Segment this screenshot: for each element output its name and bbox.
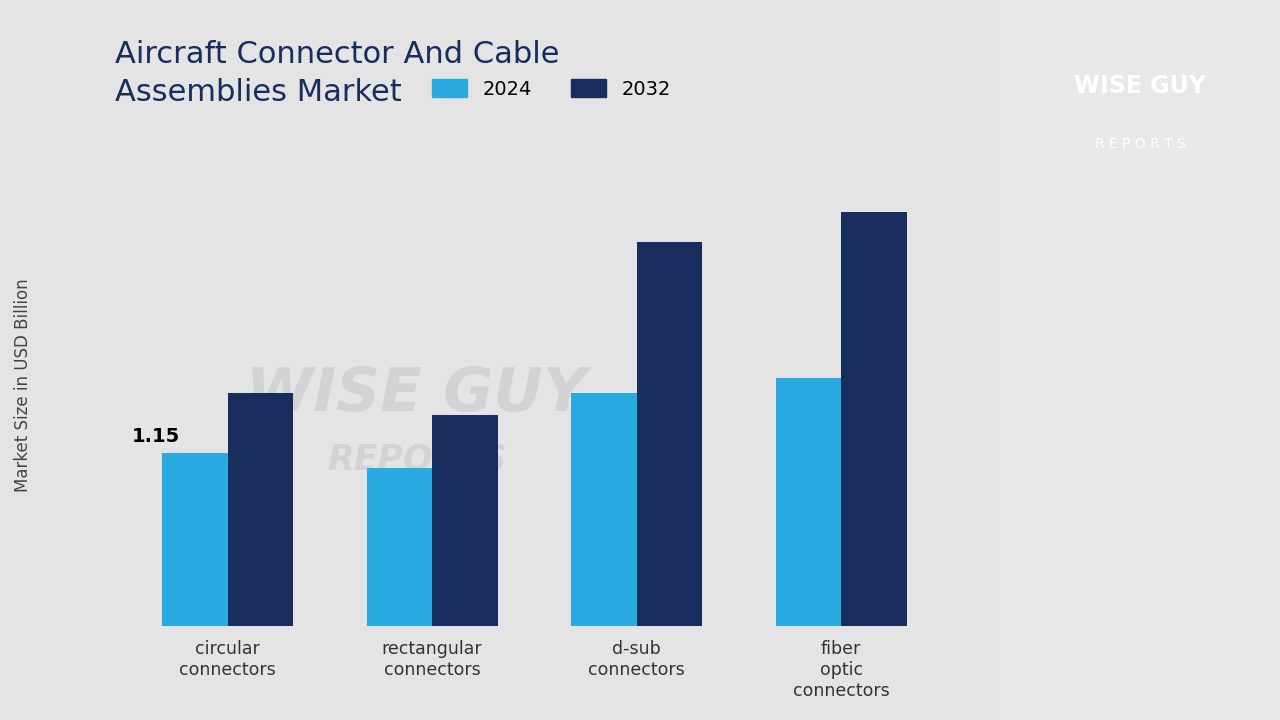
Text: REPORTS: REPORTS — [328, 443, 507, 477]
Bar — [163, 453, 228, 626]
Text: WISE GUY: WISE GUY — [247, 365, 588, 424]
Circle shape — [750, 0, 1280, 720]
Bar — [228, 392, 293, 626]
Bar — [367, 468, 433, 626]
Bar — [571, 392, 636, 626]
Text: Market Size in USD Billion: Market Size in USD Billion — [14, 279, 32, 492]
Text: 1.15: 1.15 — [132, 428, 179, 446]
Bar — [636, 242, 703, 626]
Text: Aircraft Connector And Cable
Assemblies Market: Aircraft Connector And Cable Assemblies … — [115, 40, 559, 107]
Text: WISE GUY: WISE GUY — [1074, 74, 1207, 99]
Text: R E P O R T S: R E P O R T S — [1096, 137, 1185, 151]
Legend: 2024, 2032: 2024, 2032 — [424, 72, 678, 107]
Bar — [776, 378, 841, 626]
Bar — [841, 212, 906, 626]
Bar — [433, 415, 498, 626]
